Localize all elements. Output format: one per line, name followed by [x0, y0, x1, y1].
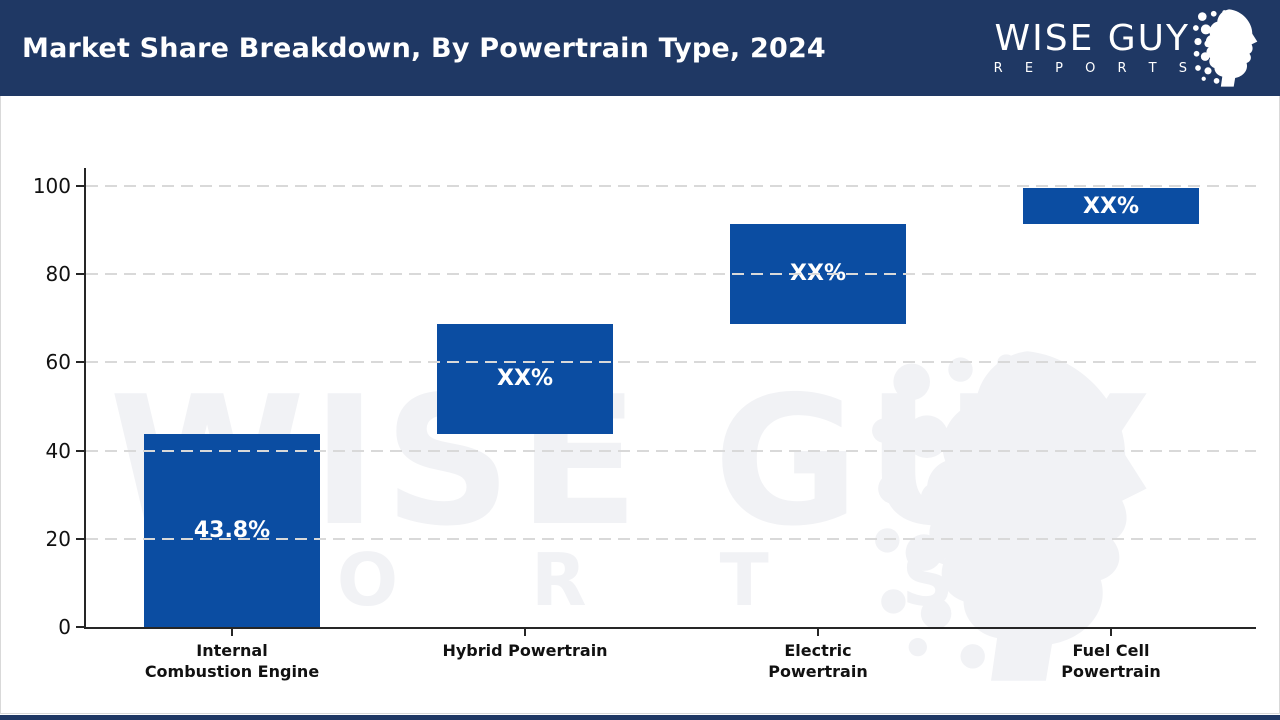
- y-tick-label-60: 60: [45, 350, 71, 375]
- y-tick-label-80: 80: [45, 262, 71, 287]
- chart-canvas: WISE GUY P O R T S 43.8% XX% XX% XX% 0 20 40 60…: [0, 96, 1280, 714]
- gridline-60: [86, 361, 1256, 364]
- logo-wordmark: WISE GUY: [994, 17, 1190, 59]
- header-bar: Market Share Breakdown, By Powertrain Ty…: [0, 0, 1280, 96]
- y-tick-label-40: 40: [45, 438, 71, 463]
- bar-4: XX%: [1023, 188, 1199, 224]
- bar-2: XX%: [437, 323, 613, 434]
- gridline-100: [86, 185, 1256, 187]
- y-tick-100: [76, 185, 84, 187]
- x-axis-line: [84, 627, 1256, 629]
- bar-value-label: XX%: [497, 366, 553, 392]
- y-tick-40: [76, 449, 84, 452]
- page-title: Market Share Breakdown, By Powertrain Ty…: [22, 32, 826, 64]
- y-axis-line: [84, 168, 86, 629]
- bar-value-label: XX%: [1083, 193, 1139, 219]
- y-tick-60: [76, 361, 84, 364]
- x-tick-4: [1110, 629, 1112, 636]
- y-tick-20: [76, 537, 84, 540]
- logo-text: WISE GUY R E P O R T S: [994, 17, 1190, 76]
- gridline-40: [86, 449, 1256, 452]
- y-tick-0: [76, 626, 84, 628]
- category-label-3: Electric Powertrain: [768, 641, 868, 681]
- y-tick-label-20: 20: [45, 526, 71, 551]
- bar-1: 43.8%: [144, 433, 320, 627]
- x-tick-1: [231, 629, 233, 636]
- gridline-80: [86, 273, 1256, 276]
- category-label-4: Fuel Cell Powertrain: [1061, 641, 1161, 681]
- y-tick-80: [76, 273, 84, 276]
- footer-bar: [0, 715, 1280, 720]
- y-tick-label-0: 0: [58, 615, 71, 639]
- wise-guy-logo: WISE GUY R E P O R T S: [994, 8, 1264, 88]
- category-label-1: Internal Combustion Engine: [144, 641, 320, 681]
- y-tick-label-100: 100: [32, 174, 71, 198]
- x-tick-2: [524, 629, 526, 636]
- logo-subtitle: R E P O R T S: [993, 60, 1196, 76]
- gridline-20: [86, 537, 1256, 540]
- x-tick-3: [817, 629, 819, 636]
- logo-face-icon: [1192, 8, 1264, 88]
- category-label-2: Hybrid Powertrain: [442, 641, 608, 660]
